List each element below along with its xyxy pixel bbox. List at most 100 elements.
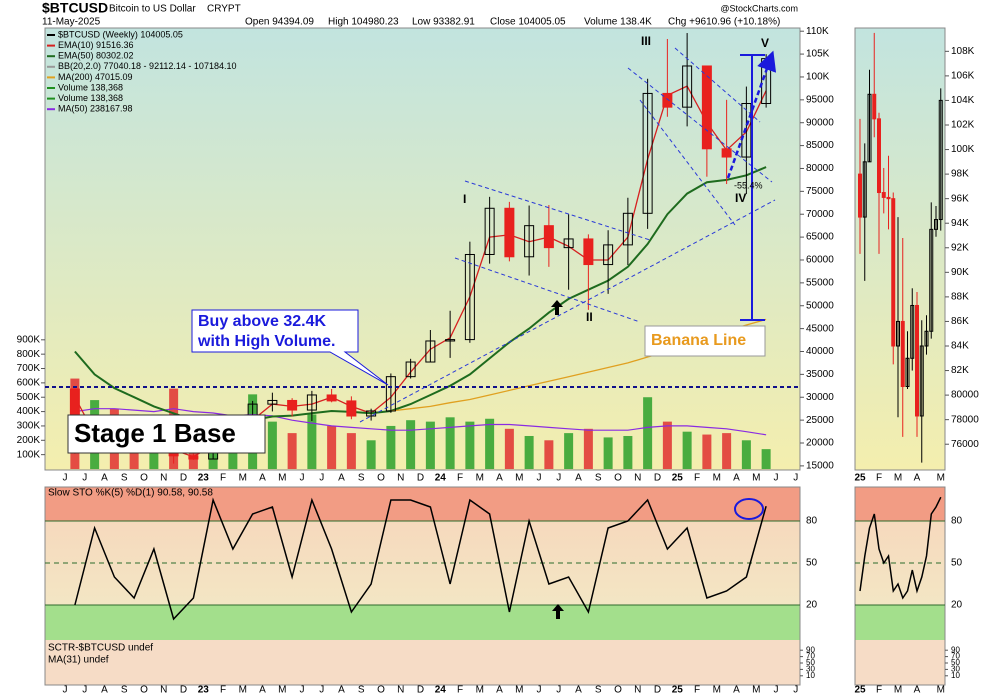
subtitle: Bitcoin to US Dollar — [109, 4, 196, 15]
y-tick-label: 75000 — [806, 186, 834, 197]
candle-body — [504, 207, 515, 258]
watermark: @StockCharts.com — [720, 3, 798, 13]
volume-bar — [662, 421, 672, 469]
y-tick-label: 25000 — [806, 415, 834, 426]
x-tick-label: A — [914, 685, 921, 696]
volume-tick-label: 800K — [17, 349, 41, 360]
candle-body — [405, 361, 416, 378]
candle-body — [858, 173, 862, 218]
y-tick-label: 88K — [951, 292, 969, 303]
x-tick-label: N — [160, 685, 167, 696]
mini-lower-frame — [854, 486, 946, 686]
y-tick-label: 30000 — [806, 392, 834, 403]
x-tick-label: M — [239, 685, 247, 696]
candle-body — [662, 92, 673, 108]
volume-bar — [406, 420, 416, 469]
volume-ma-line — [74, 408, 767, 436]
volume-tick-label: 100K — [17, 449, 41, 460]
x-tick-label: M — [752, 473, 760, 484]
stoch-tick-label: 20 — [806, 600, 818, 611]
candle-body — [425, 340, 436, 363]
exchange: CRYPT — [207, 4, 241, 15]
quote: High 104980.23 — [328, 17, 399, 28]
legend-entry: MA(200) 47015.09 — [58, 72, 133, 82]
y-tick-label: 78000 — [951, 414, 979, 425]
y-tick-label: 60000 — [806, 255, 834, 266]
x-tick-label: N — [397, 685, 404, 696]
legend-entry: Volume 138,368 — [58, 93, 123, 103]
x-tick-label: A — [733, 685, 740, 696]
sctr-tick-label: 30 — [951, 665, 960, 674]
x-tick-label: J — [793, 473, 798, 484]
volume-bar — [465, 421, 475, 469]
y-tick-label: 15000 — [806, 461, 834, 472]
candle-body — [306, 394, 317, 411]
quote: Low 93382.91 — [412, 17, 475, 28]
x-tick-label: A — [101, 473, 108, 484]
x-tick-label: J — [300, 473, 305, 484]
candle-body — [563, 238, 574, 249]
x-tick-label: A — [259, 473, 266, 484]
candle-body — [900, 320, 905, 388]
volume-bar — [544, 440, 554, 469]
candle-body — [910, 304, 915, 359]
stoch-line — [74, 497, 767, 621]
candle-body — [622, 212, 633, 246]
x-tick-label: M — [752, 685, 760, 696]
quote: Chg +9610.96 (+10.18%) — [668, 17, 780, 28]
volume-bar — [623, 435, 633, 469]
symbol: $BTCUSD — [42, 0, 108, 16]
wave-label: IV — [735, 191, 746, 205]
y-tick-label: 90000 — [806, 117, 834, 128]
trendline — [454, 257, 641, 323]
candle-body — [741, 102, 752, 158]
x-tick-label: S — [595, 473, 602, 484]
x-tick-label: O — [377, 473, 385, 484]
y-tick-label: 108K — [951, 46, 975, 57]
x-tick-label: J — [556, 473, 561, 484]
x-tick-label: A — [496, 685, 503, 696]
trendline — [627, 67, 773, 183]
candle-body — [881, 192, 886, 198]
x-tick-label: S — [358, 473, 365, 484]
volume-bar — [761, 449, 771, 469]
candle-body — [867, 93, 872, 163]
x-tick-label: N — [634, 473, 641, 484]
volume-bar — [445, 417, 455, 469]
y-tick-label: 102K — [951, 120, 975, 131]
trendline — [674, 47, 761, 123]
candle-body — [682, 65, 693, 108]
x-tick-label: D — [417, 473, 424, 484]
volume-bar — [504, 428, 514, 469]
x-tick-label: D — [180, 685, 187, 696]
panels — [44, 27, 946, 686]
x-tick-label: A — [733, 473, 740, 484]
x-tick-label: A — [914, 473, 921, 484]
volume-tick-label: 900K — [17, 334, 41, 345]
x-tick-label: A — [338, 685, 345, 696]
x-tick-label: J — [319, 473, 324, 484]
y-tick-label: 110K — [806, 26, 829, 37]
measure-line — [740, 54, 765, 321]
quote: Volume 138.4K — [584, 17, 652, 28]
x-tick-label: A — [496, 473, 503, 484]
legend-entry: Volume 138,368 — [58, 82, 123, 92]
up-arrow — [552, 604, 564, 619]
x-tick-label: A — [101, 685, 108, 696]
y-tick-label: 80000 — [806, 163, 834, 174]
x-tick-label: J — [537, 685, 542, 696]
y-tick-label: 82K — [951, 365, 969, 376]
x-tick-label: J — [63, 473, 68, 484]
x-tick-label: 23 — [198, 685, 210, 696]
x-tick-label: M — [278, 473, 286, 484]
x-tick-label: M — [937, 685, 945, 696]
x-tick-label: M — [894, 685, 902, 696]
candle-body — [872, 93, 877, 120]
candle-body — [326, 394, 337, 402]
mini-oversold-zone — [855, 605, 945, 640]
volume-tick-label: 400K — [17, 406, 41, 417]
y-tick-label: 45000 — [806, 323, 834, 334]
y-tick-label: 92K — [951, 242, 969, 253]
legend-entry: MA(50) 238167.98 — [58, 104, 133, 114]
candle-body — [924, 330, 929, 347]
